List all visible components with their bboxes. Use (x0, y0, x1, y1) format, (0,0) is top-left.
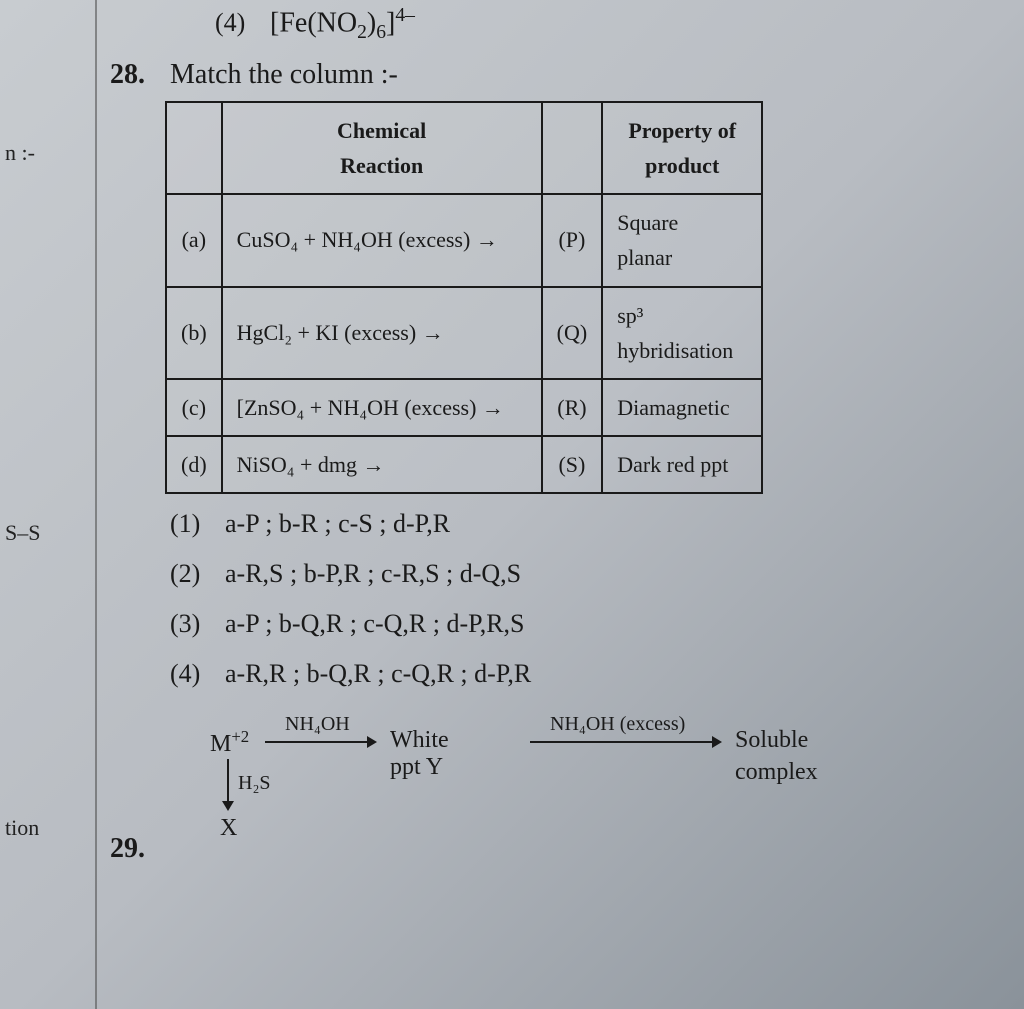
row-reaction: [ZnSO₄ + NH₄OH (excess) → (222, 379, 542, 436)
page-content: (4) [Fe(NO2)6]4– 28. Match the column :-… (90, 0, 990, 1009)
m-text: M (210, 731, 231, 757)
option-number: (1) (165, 509, 225, 539)
row-property: Square planar (602, 194, 762, 286)
scheme-y: White ppt Y (390, 727, 449, 781)
q29-header: 29. M+2 NH₄OH White ppt Y NH₄OH (excess)… (110, 709, 970, 865)
scheme-m: M+2 (210, 727, 249, 758)
prev-option-4: (4) [Fe(NO2)6]4– (210, 5, 970, 44)
row-key-left: (c) (166, 379, 222, 436)
prop-text: Square planar (617, 210, 678, 270)
table-row: (c) [ZnSO₄ + NH₄OH (excess) → (R) Diamag… (166, 379, 762, 436)
option-3: (3) a-P ; b-Q,R ; c-Q,R ; d-P,R,S (165, 609, 970, 639)
table-row: (b) HgCl₂ + KI (excess) → (Q) sp³ hybrid… (166, 287, 762, 379)
m-sup: +2 (231, 727, 249, 746)
option-number: (3) (165, 609, 225, 639)
question-number: 28. (110, 59, 170, 91)
arrow-1-label: NH₄OH (285, 713, 350, 736)
row-key-left: (a) (166, 194, 222, 286)
arrow-3-label: H₂S (238, 772, 271, 795)
option-text: a-P ; b-Q,R ; c-Q,R ; d-P,R,S (225, 609, 525, 639)
margin-text-ss: S–S (5, 520, 40, 546)
row-key-left: (b) (166, 287, 222, 379)
option-4: (4) a-R,R ; b-Q,R ; c-Q,R ; d-P,R (165, 659, 970, 689)
row-key-left: (d) (166, 436, 222, 493)
row-reaction: HgCl₂ + KI (excess) → (222, 287, 542, 379)
prop-text: sp³ hybridisation (617, 303, 733, 363)
subscript: 2 (357, 22, 367, 43)
header-text: Chemical Reaction (337, 118, 426, 178)
row-reaction: CuSO₄ + NH₄OH (excess) → (222, 194, 542, 286)
row-property: sp³ hybridisation (602, 287, 762, 379)
formula-part: ) (367, 7, 376, 38)
scheme-complex: complex (735, 759, 818, 786)
row-property: Dark red ppt (602, 436, 762, 493)
option-number: (4) (165, 659, 225, 689)
row-key-right: (R) (542, 379, 603, 436)
header-text: Property of product (628, 118, 736, 178)
row-reaction: NiSO₄ + dmg → (222, 436, 542, 493)
options-block: (1) a-P ; b-R ; c-S ; d-P,R (2) a-R,S ; … (165, 509, 970, 689)
option-text: a-P ; b-R ; c-S ; d-P,R (225, 509, 450, 539)
formula-part: ] (386, 7, 395, 38)
arrow-3 (227, 759, 229, 809)
margin-text-tion: tion (5, 815, 39, 841)
formula-fe-no2: [Fe(NO2)6]4– (270, 5, 415, 44)
arrow-2-label: NH₄OH (excess) (550, 713, 685, 736)
option-1: (1) a-P ; b-R ; c-S ; d-P,R (165, 509, 970, 539)
option-text: a-R,S ; b-P,R ; c-R,S ; d-Q,S (225, 559, 521, 589)
option-2: (2) a-R,S ; b-P,R ; c-R,S ; d-Q,S (165, 559, 970, 589)
arrow-2 (530, 741, 720, 743)
header-cell-empty (542, 102, 603, 194)
row-property: Diamagnetic (602, 379, 762, 436)
formula-part: [Fe(NO (270, 7, 357, 38)
row-key-right: (S) (542, 436, 603, 493)
option-number: (2) (165, 559, 225, 589)
option-text: a-R,R ; b-Q,R ; c-Q,R ; d-P,R (225, 659, 531, 689)
option-number: (4) (210, 8, 270, 38)
table-row: (a) CuSO₄ + NH₄OH (excess) → (P) Square … (166, 194, 762, 286)
row-key-right: (P) (542, 194, 603, 286)
table-header-row: Chemical Reaction Property of product (166, 102, 762, 194)
superscript: 4– (395, 5, 415, 26)
header-cell-empty (166, 102, 222, 194)
table-row: (d) NiSO₄ + dmg → (S) Dark red ppt (166, 436, 762, 493)
scheme-x: X (220, 815, 237, 842)
margin-text-n: n :- (5, 140, 35, 166)
question-text: Match the column :- (170, 59, 398, 91)
q28-header: 28. Match the column :- (110, 59, 970, 91)
question-number: 29. (110, 833, 170, 865)
match-table: Chemical Reaction Property of product (a… (165, 101, 763, 495)
subscript: 6 (376, 22, 386, 43)
row-key-right: (Q) (542, 287, 603, 379)
scheme-soluble: Soluble (735, 727, 808, 754)
header-cell-reaction: Chemical Reaction (222, 102, 542, 194)
header-cell-property: Property of product (602, 102, 762, 194)
arrow-1 (265, 741, 375, 743)
